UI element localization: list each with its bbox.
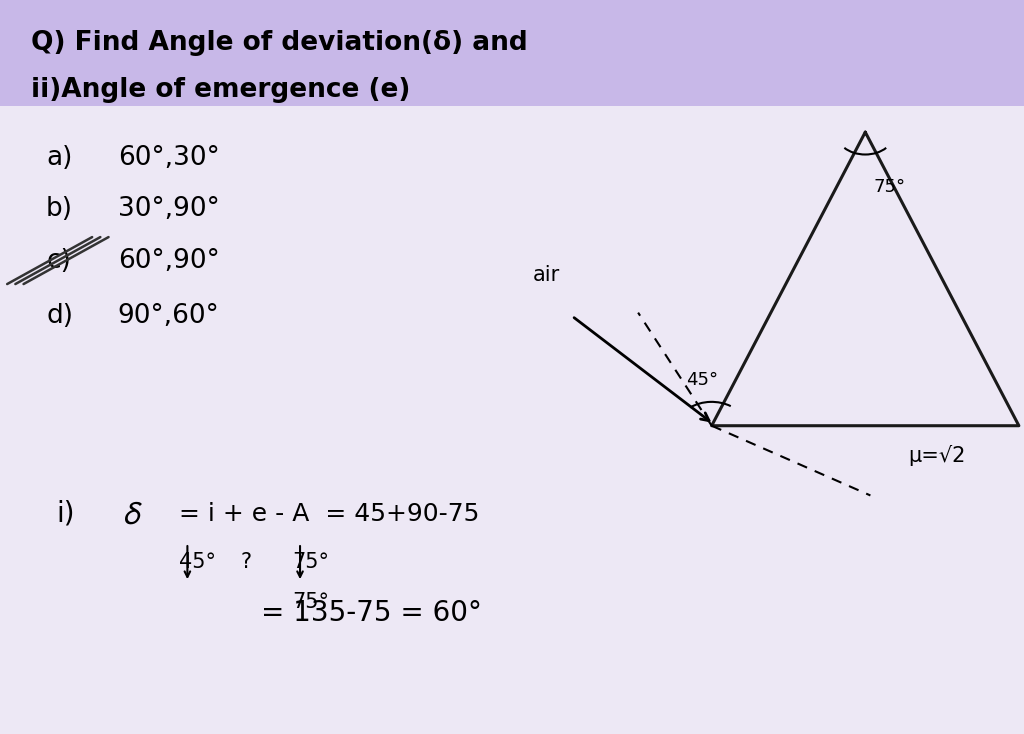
Text: air: air [532, 265, 560, 286]
Text: a): a) [46, 145, 73, 171]
Text: Q) Find Angle of deviation(δ) and: Q) Find Angle of deviation(δ) and [31, 29, 527, 56]
Text: ii)Angle of emergence (e): ii)Angle of emergence (e) [31, 76, 410, 103]
Text: $\mathcal{\delta}$: $\mathcal{\delta}$ [123, 498, 142, 530]
Text: d): d) [46, 302, 73, 329]
Text: = 135-75 = 60°: = 135-75 = 60° [261, 599, 482, 627]
Text: 45°: 45° [686, 371, 718, 389]
Text: 30°,90°: 30°,90° [118, 196, 219, 222]
Text: = i + e - A  = 45+90-75: = i + e - A = 45+90-75 [179, 502, 479, 526]
Text: ?: ? [241, 551, 252, 572]
Text: 75°: 75° [873, 178, 905, 196]
FancyBboxPatch shape [0, 0, 1024, 106]
Text: 45°: 45° [179, 551, 216, 572]
Text: c): c) [46, 247, 71, 274]
Text: 60°,30°: 60°,30° [118, 145, 219, 171]
Text: 75°: 75° [292, 551, 329, 572]
Text: i): i) [56, 500, 75, 528]
Text: μ=√2: μ=√2 [908, 445, 966, 465]
Text: b): b) [46, 196, 73, 222]
Text: 90°,60°: 90°,60° [118, 302, 219, 329]
Text: 75°: 75° [292, 592, 329, 612]
Text: 60°,90°: 60°,90° [118, 247, 219, 274]
